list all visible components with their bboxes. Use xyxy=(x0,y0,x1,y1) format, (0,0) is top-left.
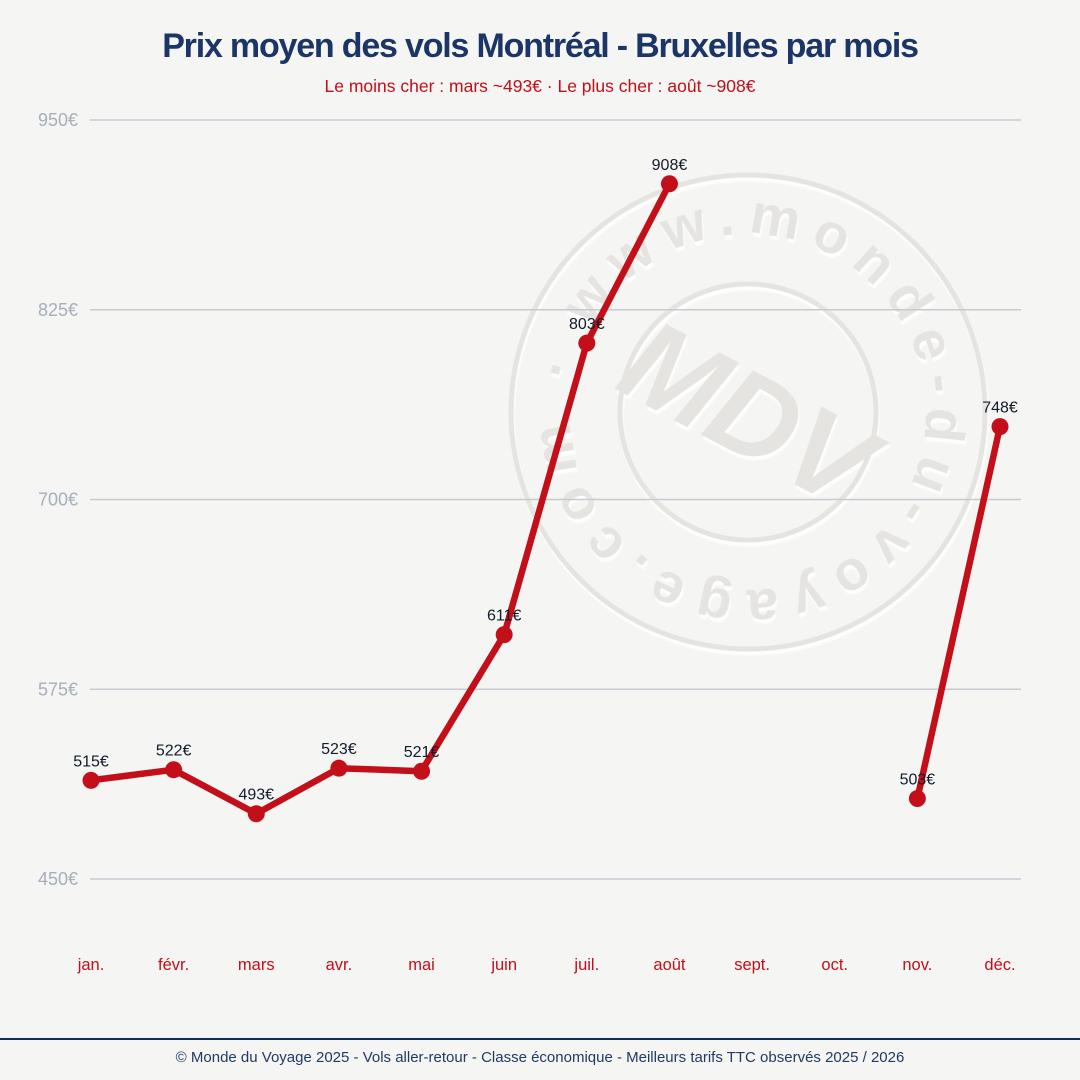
data-point-dot xyxy=(165,761,183,779)
y-axis-tick-label: 700€ xyxy=(38,490,78,510)
y-axis-tick-label: 575€ xyxy=(38,679,78,699)
price-line xyxy=(87,180,1004,817)
data-point-value-label: 908€ xyxy=(652,157,688,174)
footer-copyright: © Monde du Voyage 2025 - Vols aller-reto… xyxy=(175,1049,905,1066)
data-point-dot xyxy=(82,771,100,789)
x-axis-month-label: déc. xyxy=(984,956,1015,974)
data-point-value-label: 493€ xyxy=(238,787,274,804)
data-point-value-label: 521€ xyxy=(404,744,440,761)
watermark-stamp: www.monde-du-voyage.com · MDV xyxy=(437,101,1059,722)
y-axis-tick-label: 450€ xyxy=(38,869,78,889)
watermark-inner-ring xyxy=(617,281,879,543)
watermark-center-text: MDV xyxy=(600,294,901,538)
data-point-dot xyxy=(908,790,926,808)
data-point-dot xyxy=(247,805,265,823)
data-point-dot xyxy=(413,762,431,780)
x-axis-month-label: avr. xyxy=(326,956,353,974)
x-axis-month-label: mai xyxy=(408,956,435,974)
watermark-outer-ring xyxy=(508,172,988,652)
x-axis-month-label: mars xyxy=(238,956,275,974)
x-axis-month-label: jan. xyxy=(77,956,105,974)
data-point-value-label: 523€ xyxy=(321,741,357,758)
x-axis-month-label: oct. xyxy=(821,956,848,974)
data-point-dot xyxy=(495,626,513,644)
data-point-dot xyxy=(660,175,678,193)
x-axis-month-label: sept. xyxy=(734,956,770,974)
data-point-dot xyxy=(991,418,1009,436)
data-point-value-label: 611€ xyxy=(487,608,522,625)
data-point-dot xyxy=(330,759,348,777)
x-axis-month-label: juin xyxy=(490,956,517,974)
x-axis-month-label: févr. xyxy=(158,956,189,974)
data-point-dot xyxy=(578,334,596,352)
x-axis-month-label: août xyxy=(653,956,686,974)
data-point-value-label: 503€ xyxy=(900,772,936,789)
data-point-value-label: 803€ xyxy=(569,316,605,333)
footer-divider-line xyxy=(0,1038,1080,1040)
page-subtitle: Le moins cher : mars ~493€ · Le plus che… xyxy=(324,76,756,96)
y-axis-tick-label: 825€ xyxy=(38,300,78,320)
page-title: Prix moyen des vols Montréal - Bruxelles… xyxy=(162,27,919,65)
data-point-value-label: 748€ xyxy=(982,400,1018,417)
y-axis-tick-label: 950€ xyxy=(38,110,78,130)
data-point-value-label: 522€ xyxy=(156,743,192,760)
data-point-value-label: 515€ xyxy=(73,753,109,770)
x-axis-month-label: nov. xyxy=(902,956,932,974)
x-axis-month-label: juil. xyxy=(573,956,599,974)
